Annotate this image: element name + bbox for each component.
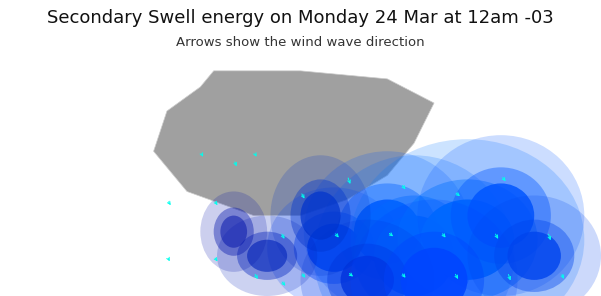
Ellipse shape	[354, 200, 421, 264]
Ellipse shape	[341, 256, 394, 296]
Ellipse shape	[294, 212, 374, 284]
Ellipse shape	[354, 195, 474, 296]
Ellipse shape	[451, 167, 551, 264]
Ellipse shape	[237, 232, 297, 280]
Ellipse shape	[314, 155, 514, 296]
Ellipse shape	[217, 215, 317, 296]
Ellipse shape	[327, 244, 407, 296]
Ellipse shape	[468, 195, 601, 296]
Ellipse shape	[214, 207, 254, 256]
Ellipse shape	[417, 135, 584, 296]
Ellipse shape	[374, 215, 454, 296]
Ellipse shape	[200, 192, 267, 272]
Text: Arrows show the wind wave direction: Arrows show the wind wave direction	[176, 36, 425, 49]
Ellipse shape	[384, 232, 484, 296]
Ellipse shape	[304, 151, 471, 296]
Ellipse shape	[270, 155, 371, 276]
Ellipse shape	[350, 200, 517, 296]
Ellipse shape	[267, 187, 401, 296]
Polygon shape	[154, 71, 434, 215]
Ellipse shape	[421, 200, 514, 280]
Ellipse shape	[397, 179, 537, 296]
Ellipse shape	[221, 215, 247, 248]
Ellipse shape	[401, 248, 468, 296]
Ellipse shape	[468, 184, 534, 248]
Ellipse shape	[494, 220, 575, 292]
Ellipse shape	[300, 192, 341, 240]
Ellipse shape	[300, 220, 434, 296]
Ellipse shape	[507, 232, 561, 280]
Text: Secondary Swell energy on Monday 24 Mar at 12am -03: Secondary Swell energy on Monday 24 Mar …	[47, 9, 554, 27]
Ellipse shape	[337, 184, 438, 280]
Ellipse shape	[247, 240, 287, 272]
Ellipse shape	[350, 139, 584, 296]
Ellipse shape	[307, 224, 361, 272]
Ellipse shape	[290, 179, 350, 252]
